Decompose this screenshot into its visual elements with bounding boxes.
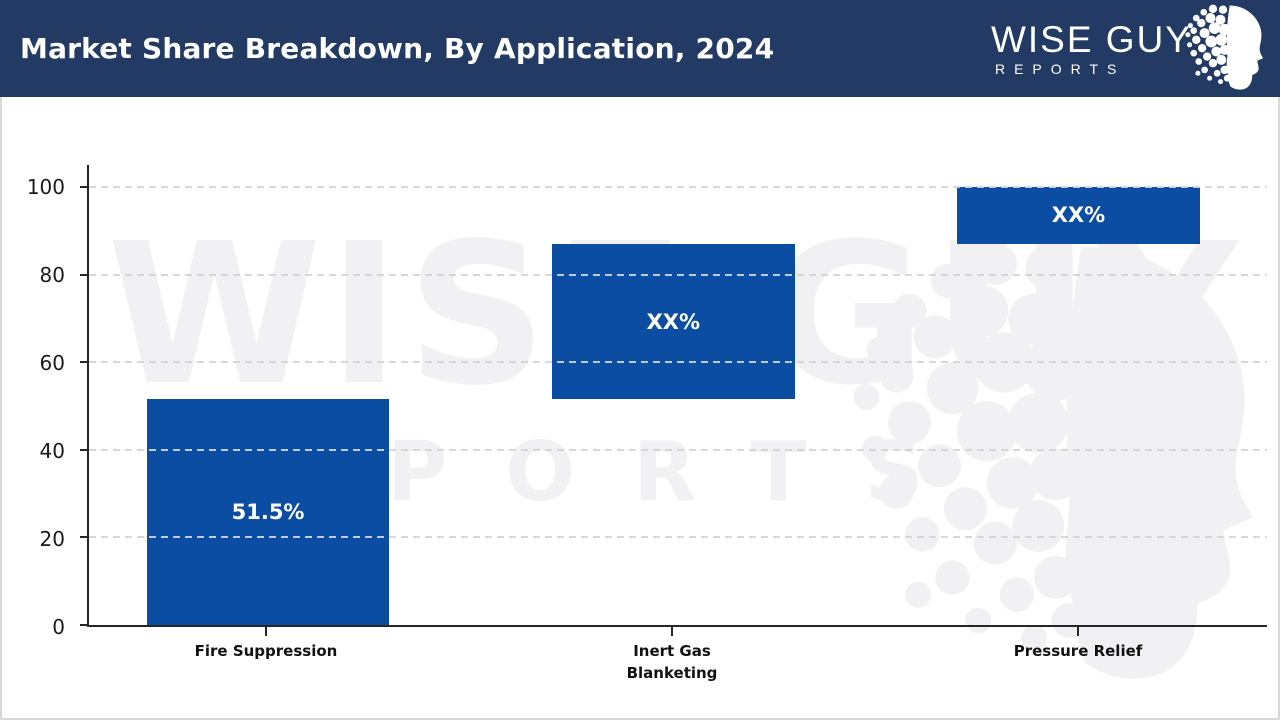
x-axis-label-pressure-relief: Pressure Relief: [1013, 642, 1143, 660]
brand-face-icon: [1180, 3, 1266, 95]
gridline: [89, 536, 1267, 539]
brand-text: WISE GUY REPORTS: [991, 21, 1192, 77]
gridline: [89, 361, 1267, 364]
gridline: [89, 448, 1267, 451]
bar-value-label: 51.5%: [231, 500, 305, 525]
y-tick-mark: [80, 273, 87, 276]
page-title: Market Share Breakdown, By Application, …: [20, 32, 775, 65]
y-tick-mark: [80, 185, 87, 188]
brand-name: WISE GUY: [990, 18, 1192, 60]
x-axis-label-fire-suppression: Fire Suppression: [194, 642, 338, 660]
x-axis-label-inert-gas-blanketing: Inert Gas Blanketing: [626, 642, 718, 682]
y-tick-label: 0: [52, 615, 65, 639]
y-tick-label: 100: [26, 175, 65, 199]
y-tick-mark: [80, 624, 87, 626]
y-tick-label: 20: [39, 527, 65, 551]
y-tick-label: 80: [39, 263, 65, 287]
y-tick-mark: [80, 361, 87, 364]
gridline: [89, 185, 1267, 188]
header: Market Share Breakdown, By Application, …: [0, 0, 1280, 97]
y-tick-mark: [80, 536, 87, 539]
bar-value-label: XX%: [646, 309, 700, 334]
plot-area: 51.5% XX% XX%: [80, 165, 1267, 627]
gridline: [89, 273, 1267, 276]
bar-inert-gas-blanketing: XX%: [551, 243, 795, 400]
x-tick-mark: [1077, 627, 1079, 636]
y-tick-mark: [80, 448, 87, 451]
chart-area: WISE GUY REPORTS 0 20 40 60 80 100 51.5%: [0, 97, 1280, 720]
brand-tagline: REPORTS: [994, 60, 1126, 77]
bar-fire-suppression: 51.5%: [146, 399, 390, 625]
bar-value-label: XX%: [1051, 203, 1106, 228]
brand-logo: WISE GUY REPORTS: [991, 3, 1266, 95]
y-tick-label: 60: [39, 351, 65, 375]
bar-pressure-relief: XX%: [957, 186, 1200, 244]
y-tick-label: 40: [39, 439, 65, 463]
y-axis-tick-labels: 0 20 40 60 80 100: [2, 165, 77, 637]
x-tick-mark: [265, 627, 267, 636]
x-tick-mark: [671, 627, 673, 636]
